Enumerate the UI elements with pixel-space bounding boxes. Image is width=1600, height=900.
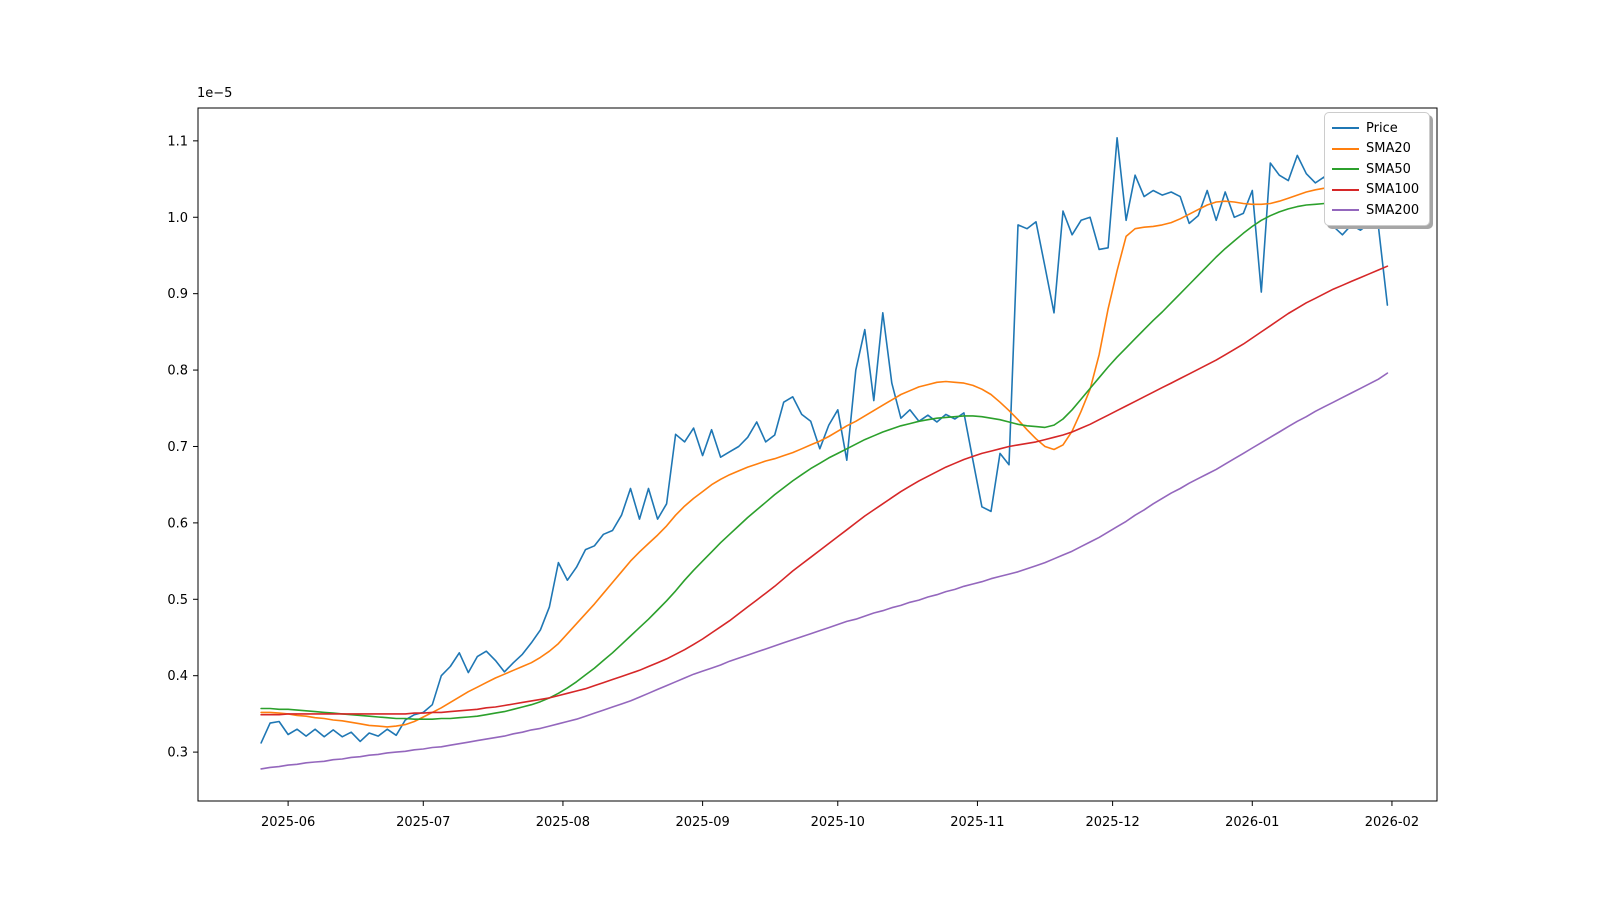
y-tick-label: 0.5 bbox=[167, 593, 188, 608]
x-tick-label: 2026-02 bbox=[1365, 815, 1419, 830]
x-tick-label: 2025-08 bbox=[536, 815, 590, 830]
y-tick-label: 0.6 bbox=[167, 516, 188, 531]
legend-label: SMA100 bbox=[1366, 182, 1420, 197]
legend-label: SMA50 bbox=[1366, 161, 1411, 177]
legend: Price SMA20 SMA50 SMA100 SMA200 bbox=[1324, 112, 1430, 226]
series-line-sma20 bbox=[260, 181, 1389, 728]
y-tick-label: 0.9 bbox=[167, 287, 188, 302]
series-line-sma100 bbox=[260, 265, 1389, 716]
legend-item-price: Price bbox=[1332, 118, 1422, 138]
x-tick-label: 2025-10 bbox=[811, 815, 865, 830]
series-line-price bbox=[260, 137, 1389, 744]
legend-item-sma200: SMA200 bbox=[1332, 200, 1422, 220]
series-line-sma50 bbox=[260, 197, 1389, 721]
x-tick-label: 2025-06 bbox=[261, 815, 315, 830]
y-tick-label: 0.8 bbox=[167, 364, 188, 379]
y-tick-label: 1.1 bbox=[167, 134, 188, 149]
legend-line-sample-price bbox=[1332, 127, 1359, 129]
legend-line-sample-sma20 bbox=[1332, 147, 1359, 150]
legend-line-sample-sma200 bbox=[1332, 209, 1359, 211]
legend-item-sma50: SMA50 bbox=[1332, 159, 1422, 179]
x-tick-label: 2025-09 bbox=[675, 815, 729, 830]
y-tick-label: 0.7 bbox=[167, 440, 188, 455]
legend-label: SMA20 bbox=[1366, 141, 1411, 156]
plot-area bbox=[198, 108, 1437, 801]
x-tick-label: 2025-12 bbox=[1085, 815, 1139, 830]
x-tick-label: 2025-11 bbox=[950, 815, 1004, 830]
legend-line-sample-sma100 bbox=[1332, 188, 1359, 191]
y-tick-label: 0.4 bbox=[167, 669, 188, 684]
legend-item-sma100: SMA100 bbox=[1332, 180, 1422, 200]
x-tick-label: 2026-01 bbox=[1225, 815, 1279, 830]
legend-line-sample-sma50 bbox=[1332, 168, 1359, 170]
series-line-sma200 bbox=[260, 372, 1389, 770]
legend-label: SMA200 bbox=[1366, 202, 1420, 218]
legend-item-sma20: SMA20 bbox=[1332, 139, 1422, 159]
y-tick-label: 0.3 bbox=[167, 746, 188, 761]
legend-label: Price bbox=[1366, 120, 1398, 136]
y-tick-label: 1.0 bbox=[167, 211, 188, 226]
y-axis-offset-label: 1e−5 bbox=[197, 86, 233, 101]
x-tick-label: 2025-07 bbox=[396, 815, 450, 830]
axes-frame bbox=[197, 107, 1438, 802]
